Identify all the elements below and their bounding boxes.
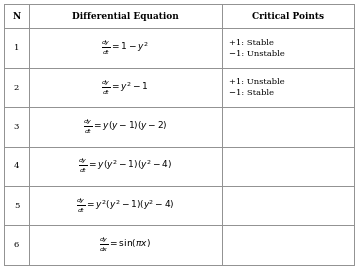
Text: 2: 2 — [14, 84, 19, 92]
Text: 6: 6 — [14, 241, 19, 249]
Text: $\frac{dy}{dt} = y^2 - 1$: $\frac{dy}{dt} = y^2 - 1$ — [101, 78, 149, 97]
Bar — [29, 147, 222, 186]
Bar — [222, 68, 354, 107]
Text: 1: 1 — [14, 44, 19, 52]
Bar — [222, 28, 354, 68]
Text: 3: 3 — [14, 123, 19, 131]
Bar — [29, 4, 222, 28]
Text: Differential Equation: Differential Equation — [72, 12, 179, 21]
Bar — [222, 147, 354, 186]
Text: $\frac{dy}{dx} = \sin(\pi x)$: $\frac{dy}{dx} = \sin(\pi x)$ — [100, 236, 151, 254]
Bar — [222, 107, 354, 147]
Bar — [4, 225, 29, 265]
Bar — [29, 186, 222, 225]
Bar — [222, 225, 354, 265]
Bar — [29, 28, 222, 68]
Text: $\frac{dy}{dt} = y(y-1)(y-2)$: $\frac{dy}{dt} = y(y-1)(y-2)$ — [83, 118, 168, 136]
Text: $\frac{dy}{dt} = y(y^2-1)(y^2-4)$: $\frac{dy}{dt} = y(y^2-1)(y^2-4)$ — [78, 157, 172, 175]
Bar — [29, 225, 222, 265]
Bar — [4, 4, 29, 28]
Text: 5: 5 — [14, 202, 19, 210]
Text: 4: 4 — [14, 162, 19, 170]
Text: +1: Unstable
−1: Stable: +1: Unstable −1: Stable — [229, 78, 285, 97]
Bar — [4, 68, 29, 107]
Text: $\frac{dy}{dt} = 1 - y^2$: $\frac{dy}{dt} = 1 - y^2$ — [101, 39, 149, 57]
Text: $\frac{dy}{dt} = y^2(y^2-1)(y^2-4)$: $\frac{dy}{dt} = y^2(y^2-1)(y^2-4)$ — [76, 197, 175, 215]
Bar — [29, 107, 222, 147]
Bar — [222, 4, 354, 28]
Bar — [29, 68, 222, 107]
Text: N: N — [12, 12, 21, 21]
Bar — [222, 186, 354, 225]
Bar — [4, 186, 29, 225]
Bar — [4, 107, 29, 147]
Text: Critical Points: Critical Points — [252, 12, 324, 21]
Bar — [4, 147, 29, 186]
Bar — [4, 28, 29, 68]
Text: +1: Stable
−1: Unstable: +1: Stable −1: Unstable — [229, 39, 285, 58]
